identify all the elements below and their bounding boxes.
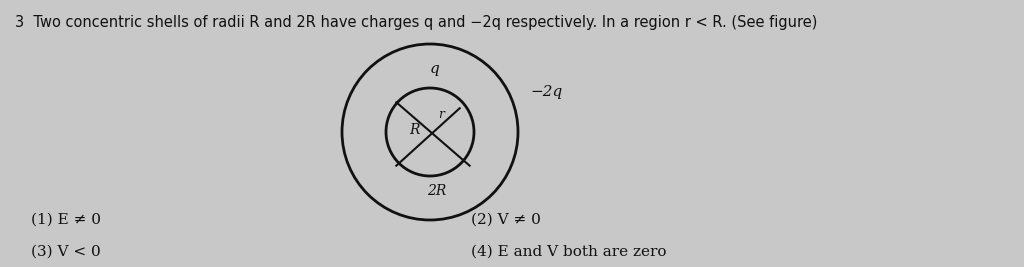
Text: −2q: −2q	[530, 85, 562, 99]
Text: (2) V ≠ 0: (2) V ≠ 0	[471, 213, 541, 227]
Text: R: R	[410, 123, 420, 137]
Text: r: r	[438, 108, 444, 121]
Text: q: q	[430, 62, 440, 76]
Text: 2R: 2R	[427, 184, 446, 198]
Text: 3  Two concentric shells of radii R and 2R have charges q and −2q respectively. : 3 Two concentric shells of radii R and 2…	[15, 15, 817, 30]
Text: (4) E and V both are zero: (4) E and V both are zero	[471, 245, 667, 259]
Text: (3) V < 0: (3) V < 0	[31, 245, 100, 259]
Text: (1) E ≠ 0: (1) E ≠ 0	[31, 213, 100, 227]
